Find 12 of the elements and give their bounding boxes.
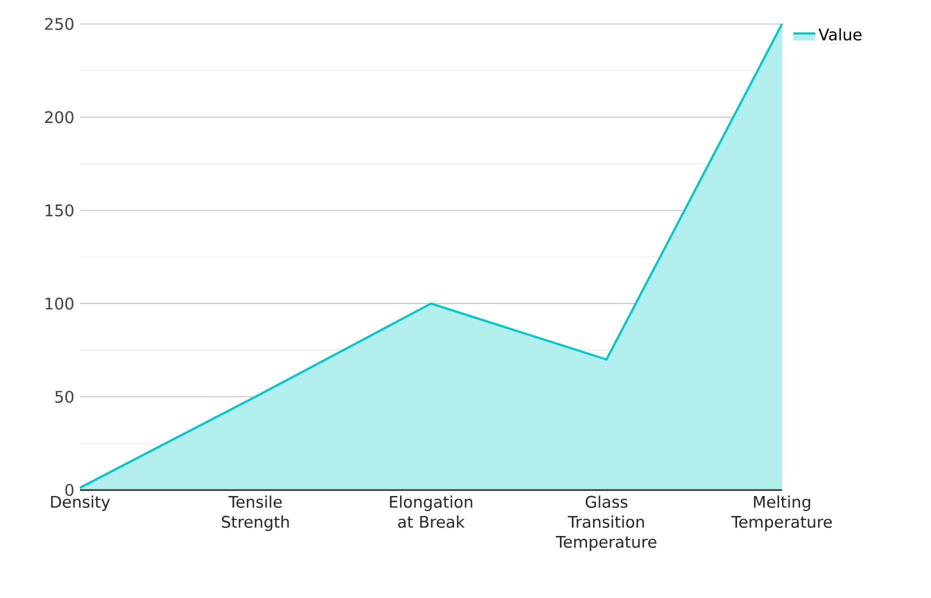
x-tick-label: Elongation at Break: [390, 496, 472, 528]
x-tick-label: Melting Temperature: [731, 496, 832, 532]
y-tick-label: 150: [46, 204, 74, 216]
y-tick-label: 100: [46, 298, 74, 310]
y-tick-label: 0: [65, 484, 74, 496]
x-tick-label: Density: [51, 496, 110, 512]
x-tick-label: Glass Transition Temperature: [556, 496, 656, 552]
legend-label: Value: [818, 28, 862, 41]
y-tick-label: 200: [45, 111, 74, 124]
y-tick-label: 250: [45, 18, 74, 30]
x-tick-label: Tensile Strength: [222, 496, 289, 532]
y-tick-label: 50: [55, 390, 74, 403]
